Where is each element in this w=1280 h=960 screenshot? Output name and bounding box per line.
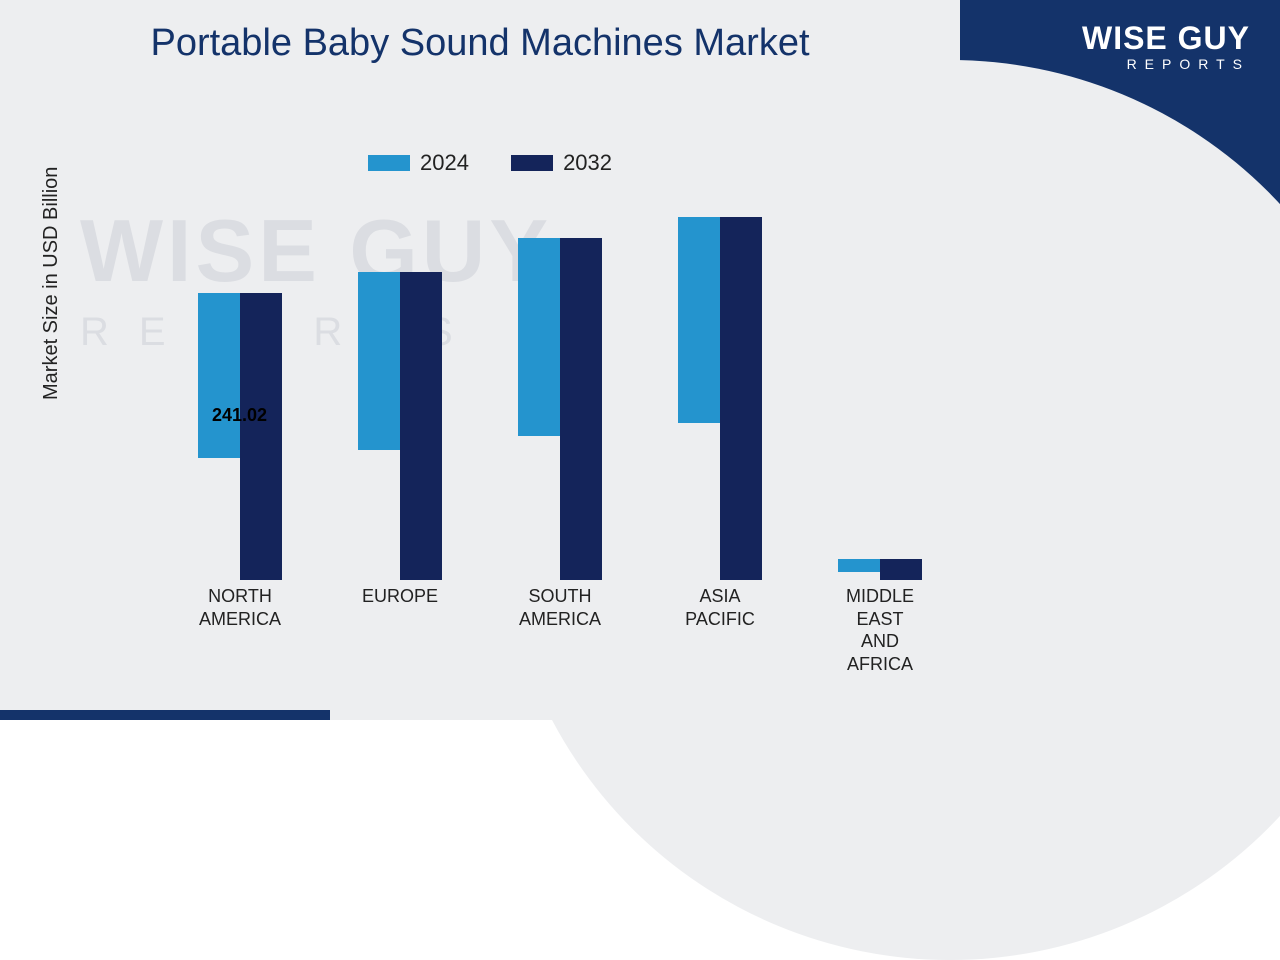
x-label: MIDDLEEASTANDAFRICA — [820, 585, 940, 675]
brand-logo: WISE GUY REPORTS — [1082, 22, 1250, 72]
bar-group — [180, 293, 300, 580]
legend-label-2032: 2032 — [563, 150, 612, 176]
bar — [678, 217, 720, 422]
logo-line1: WISE GUY — [1082, 22, 1250, 54]
legend-item-2024: 2024 — [368, 150, 469, 176]
x-label: EUROPE — [340, 585, 460, 608]
legend-swatch-2024 — [368, 155, 410, 171]
data-label: 241.02 — [212, 405, 267, 426]
bar — [400, 272, 442, 580]
bar — [198, 293, 240, 458]
bar-group — [340, 272, 460, 580]
y-axis-label: Market Size in USD Billion — [40, 167, 63, 400]
x-label: NORTHAMERICA — [180, 585, 300, 630]
bar — [838, 559, 880, 571]
bar-group — [500, 238, 620, 580]
bar-group — [820, 559, 940, 580]
bar — [358, 272, 400, 450]
logo-line2: REPORTS — [1082, 56, 1250, 72]
plot-area: 241.02 — [140, 190, 920, 580]
bar — [518, 238, 560, 436]
bar — [880, 559, 922, 580]
x-label: SOUTHAMERICA — [500, 585, 620, 630]
bar-chart: Market Size in USD Billion 2024 2032 241… — [50, 150, 930, 700]
bar-group — [660, 217, 780, 580]
bottom-accent-strip — [0, 710, 330, 720]
bar — [560, 238, 602, 580]
page: WISE GUY REPORTS Portable Baby Sound Mac… — [0, 0, 1280, 720]
legend-swatch-2032 — [511, 155, 553, 171]
x-label: ASIAPACIFIC — [660, 585, 780, 630]
chart-title: Portable Baby Sound Machines Market — [0, 22, 960, 65]
legend-label-2024: 2024 — [420, 150, 469, 176]
legend: 2024 2032 — [50, 150, 930, 177]
bar — [720, 217, 762, 580]
legend-item-2032: 2032 — [511, 150, 612, 176]
bar — [240, 293, 282, 580]
